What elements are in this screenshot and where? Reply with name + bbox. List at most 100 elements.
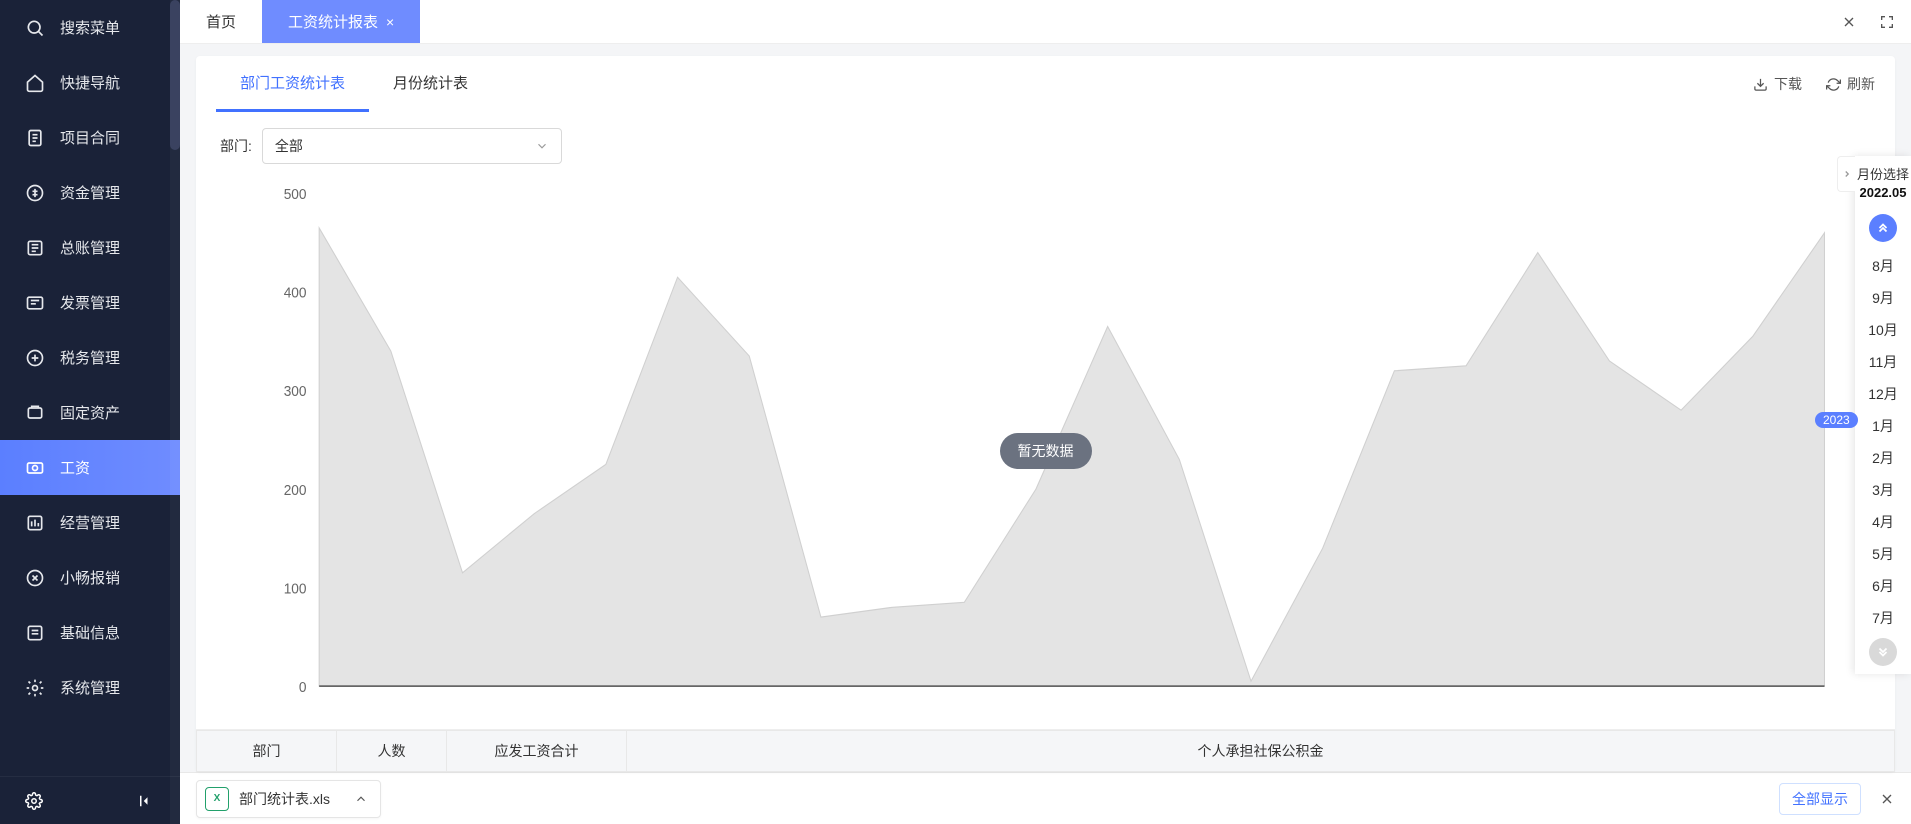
topbar: 首页 工资统计报表 × xyxy=(180,0,1911,44)
month-item[interactable]: 2月 xyxy=(1855,442,1911,474)
th-count: 人数 xyxy=(337,731,447,772)
sidebar-item-label: 小畅报销 xyxy=(60,567,120,588)
salary-icon xyxy=(24,457,46,479)
ops-icon xyxy=(24,512,46,534)
sidebar-item-salary[interactable]: 工资 xyxy=(0,440,180,495)
month-picker-current: 2022.05 xyxy=(1860,185,1907,210)
sidebar-item-label: 项目合同 xyxy=(60,127,120,148)
download-action[interactable]: 下载 xyxy=(1753,74,1802,94)
month-item[interactable]: 4月 xyxy=(1855,506,1911,538)
tab-home[interactable]: 首页 xyxy=(180,0,262,43)
report-panel: 部门工资统计表月份统计表 下载 刷新 部门: xyxy=(196,56,1895,772)
svg-text:0: 0 xyxy=(299,679,307,696)
tab-salary-report[interactable]: 工资统计报表 × xyxy=(262,0,420,43)
month-item[interactable]: 7月 xyxy=(1855,602,1911,634)
refresh-action[interactable]: 刷新 xyxy=(1826,74,1875,94)
month-picker-title: 月份选择 xyxy=(1857,156,1909,185)
money-icon xyxy=(24,182,46,204)
sidebar-item-label: 搜索菜单 xyxy=(60,17,120,38)
dept-select-value: 全部 xyxy=(275,136,303,156)
main: 首页 工资统计报表 × 部门工资统计表月份统计表 下载 xyxy=(180,0,1911,824)
invoice-icon xyxy=(24,292,46,314)
chevron-down-icon xyxy=(535,139,549,153)
month-item[interactable]: 8月 xyxy=(1855,250,1911,282)
chart-empty-tooltip: 暂无数据 xyxy=(1000,433,1092,469)
sidebar-item-label: 快捷导航 xyxy=(60,72,120,93)
tab-label: 首页 xyxy=(206,11,236,32)
download-label: 下载 xyxy=(1774,74,1802,94)
search-icon xyxy=(24,17,46,39)
sidebar-item-fixed-asset[interactable]: 固定资产 xyxy=(0,385,180,440)
sidebar-item-label: 工资 xyxy=(60,457,90,478)
sidebar-item-quick-nav[interactable]: 快捷导航 xyxy=(0,55,180,110)
th-payable: 应发工资合计 xyxy=(447,731,627,772)
sidebar-item-label: 系统管理 xyxy=(60,677,120,698)
sidebar-item-fund-mgmt[interactable]: 资金管理 xyxy=(0,165,180,220)
inner-tab-dept-stat[interactable]: 部门工资统计表 xyxy=(216,56,369,112)
month-item[interactable]: 12月 xyxy=(1855,378,1911,410)
ledger-icon xyxy=(24,237,46,259)
month-item[interactable]: 6月 xyxy=(1855,570,1911,602)
download-filename: 部门统计表.xls xyxy=(239,789,330,809)
sidebar-item-ops-mgmt[interactable]: 经营管理 xyxy=(0,495,180,550)
dept-select[interactable]: 全部 xyxy=(262,128,562,164)
summary-table: 部门 人数 应发工资合计 个人承担社保公积金 xyxy=(196,729,1895,772)
month-item[interactable]: 9月 xyxy=(1855,282,1911,314)
sidebar-item-search-menu[interactable]: 搜索菜单 xyxy=(0,0,180,55)
refresh-label: 刷新 xyxy=(1847,74,1875,94)
svg-text:400: 400 xyxy=(284,285,307,302)
settings-icon[interactable] xyxy=(24,791,44,811)
sidebar-item-invoice-mgmt[interactable]: 发票管理 xyxy=(0,275,180,330)
download-bar: X 部门统计表.xls 全部显示 xyxy=(180,772,1911,824)
year-badge: 2023 xyxy=(1815,412,1858,428)
show-all-button[interactable]: 全部显示 xyxy=(1779,783,1861,815)
sidebar-scrollbar[interactable] xyxy=(170,0,180,824)
dept-filter-label: 部门: xyxy=(220,136,252,156)
tab-close-icon[interactable]: × xyxy=(386,14,394,30)
month-item[interactable]: 11月 xyxy=(1855,346,1911,378)
expense-icon xyxy=(24,567,46,589)
asset-icon xyxy=(24,402,46,424)
sidebar: 搜索菜单快捷导航项目合同资金管理总账管理发票管理税务管理固定资产工资经营管理小畅… xyxy=(0,0,180,824)
sidebar-item-expense[interactable]: 小畅报销 xyxy=(0,550,180,605)
sidebar-item-sys-mgmt[interactable]: 系统管理 xyxy=(0,660,180,715)
tab-label: 工资统计报表 xyxy=(288,11,378,32)
download-chip[interactable]: X 部门统计表.xls xyxy=(196,780,381,818)
month-picker-down-icon[interactable] xyxy=(1869,638,1897,666)
chevron-up-icon[interactable] xyxy=(354,792,368,806)
tax-icon xyxy=(24,347,46,369)
sidebar-item-base-info[interactable]: 基础信息 xyxy=(0,605,180,660)
sidebar-item-label: 经营管理 xyxy=(60,512,120,533)
sidebar-item-label: 固定资产 xyxy=(60,402,120,423)
fullscreen-icon[interactable] xyxy=(1871,6,1903,38)
month-picker-up-icon[interactable] xyxy=(1869,214,1897,242)
month-picker: 月份选择 2022.05 8月9月10月11月12月1月20232月3月4月5月… xyxy=(1855,156,1911,674)
sidebar-item-label: 税务管理 xyxy=(60,347,120,368)
inner-tab-month-stat[interactable]: 月份统计表 xyxy=(369,56,492,112)
month-item[interactable]: 10月 xyxy=(1855,314,1911,346)
collapse-sidebar-icon[interactable] xyxy=(136,791,156,811)
month-picker-collapse-icon[interactable] xyxy=(1837,156,1855,192)
th-dept: 部门 xyxy=(197,731,337,772)
info-icon xyxy=(24,622,46,644)
close-all-tabs-icon[interactable] xyxy=(1833,6,1865,38)
sidebar-item-label: 总账管理 xyxy=(60,237,120,258)
th-group-social: 个人承担社保公积金 xyxy=(627,731,1895,772)
sidebar-item-project-contract[interactable]: 项目合同 xyxy=(0,110,180,165)
month-item[interactable]: 5月 xyxy=(1855,538,1911,570)
gear-icon xyxy=(24,677,46,699)
sidebar-item-tax-mgmt[interactable]: 税务管理 xyxy=(0,330,180,385)
doc-icon xyxy=(24,127,46,149)
sidebar-item-label: 资金管理 xyxy=(60,182,120,203)
month-item[interactable]: 3月 xyxy=(1855,474,1911,506)
sidebar-item-ledger-mgmt[interactable]: 总账管理 xyxy=(0,220,180,275)
chart-area: 0 100 200 300 400 500 暂无数据 xyxy=(196,172,1895,729)
month-item[interactable]: 1月2023 xyxy=(1855,410,1911,442)
svg-text:100: 100 xyxy=(284,581,307,598)
svg-text:300: 300 xyxy=(284,384,307,401)
download-bar-close-icon[interactable] xyxy=(1879,791,1895,807)
svg-text:200: 200 xyxy=(284,482,307,499)
svg-text:500: 500 xyxy=(284,187,307,204)
sidebar-item-label: 基础信息 xyxy=(60,622,120,643)
sidebar-item-label: 发票管理 xyxy=(60,292,120,313)
